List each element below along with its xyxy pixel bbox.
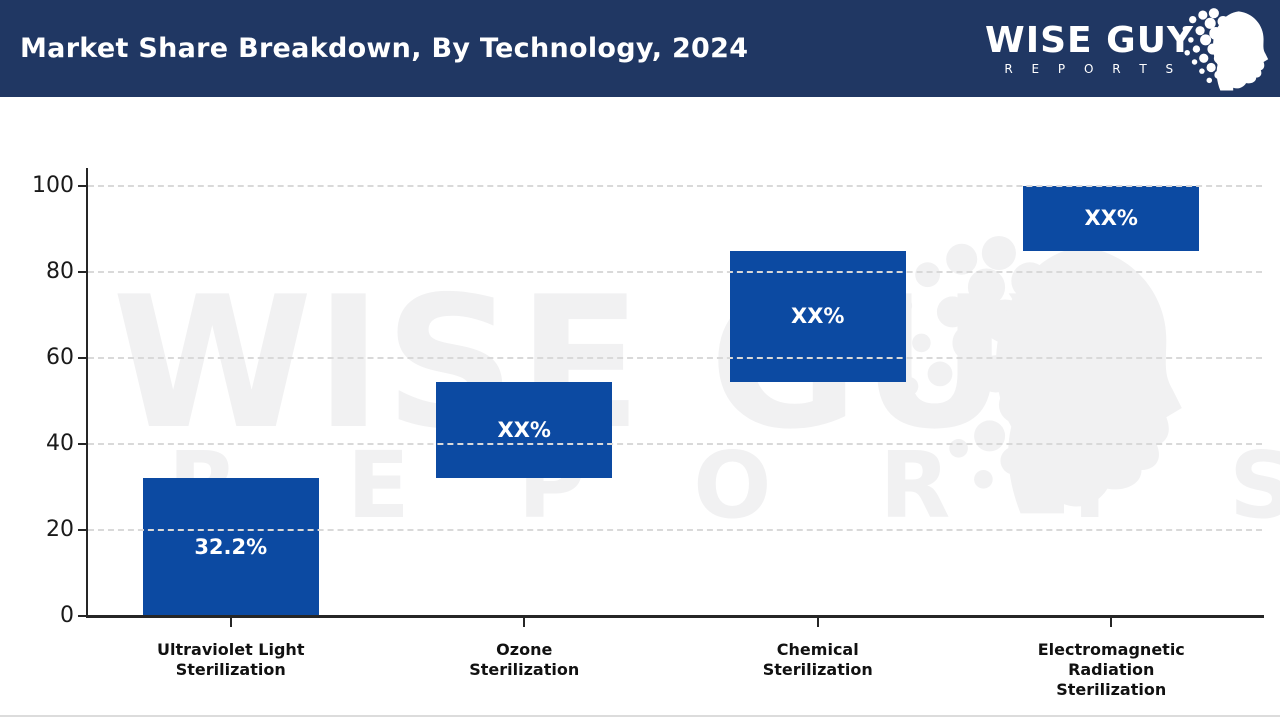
gridline <box>88 271 1262 273</box>
gridline <box>88 185 1262 187</box>
gridline <box>88 443 1262 445</box>
bar-value-label: XX% <box>1084 206 1138 231</box>
bar-value-label: 32.2% <box>194 534 268 559</box>
y-tick-label: 60 <box>46 345 74 370</box>
category-label: Electromagnetic Radiation Sterilization <box>1037 640 1185 699</box>
bar-segment <box>436 381 613 478</box>
logo-text: WISE GUY R E P O R T S <box>984 20 1194 77</box>
bar-segment <box>1023 186 1200 251</box>
category-label: Chemical Sterilization <box>762 640 873 679</box>
watermark-wordmark: WISE GUY <box>112 257 1145 469</box>
y-tick-label: 100 <box>32 173 74 198</box>
gridline <box>88 529 1262 531</box>
bar-segment <box>142 477 319 616</box>
y-tick-mark <box>78 357 86 359</box>
x-tick-mark <box>816 618 819 627</box>
logo-head-icon <box>1182 7 1269 90</box>
watermark-head-icon <box>893 235 1182 514</box>
x-tick-mark <box>229 618 232 627</box>
bar-value-label: XX% <box>791 304 845 329</box>
page-title: Market Share Breakdown, By Technology, 2… <box>20 33 749 64</box>
wiseguy-logo: WISE GUY R E P O R T S <box>984 7 1270 92</box>
category-label: Ultraviolet Light Sterilization <box>157 640 305 679</box>
bar-value-label: XX% <box>497 417 551 442</box>
x-tick-mark <box>1110 618 1113 627</box>
category-label: Ozone Sterilization <box>469 640 580 679</box>
y-tick-mark <box>78 443 86 445</box>
gridline <box>88 357 1262 359</box>
y-tick-mark <box>78 271 86 273</box>
x-axis-spine <box>86 615 1264 618</box>
y-tick-mark <box>78 615 86 617</box>
logo-subtitle: R E P O R T S <box>1004 62 1181 76</box>
y-axis-spine <box>86 168 88 618</box>
y-tick-mark <box>78 529 86 531</box>
bottom-rule <box>0 715 1280 717</box>
x-tick-mark <box>523 618 526 627</box>
y-tick-label: 0 <box>60 603 74 628</box>
y-tick-mark <box>78 185 86 187</box>
y-tick-label: 20 <box>46 517 74 542</box>
y-tick-label: 40 <box>46 431 74 456</box>
header: Market Share Breakdown, By Technology, 2… <box>0 0 1280 97</box>
y-tick-label: 80 <box>46 259 74 284</box>
logo-wordmark: WISE GUY <box>984 20 1194 61</box>
